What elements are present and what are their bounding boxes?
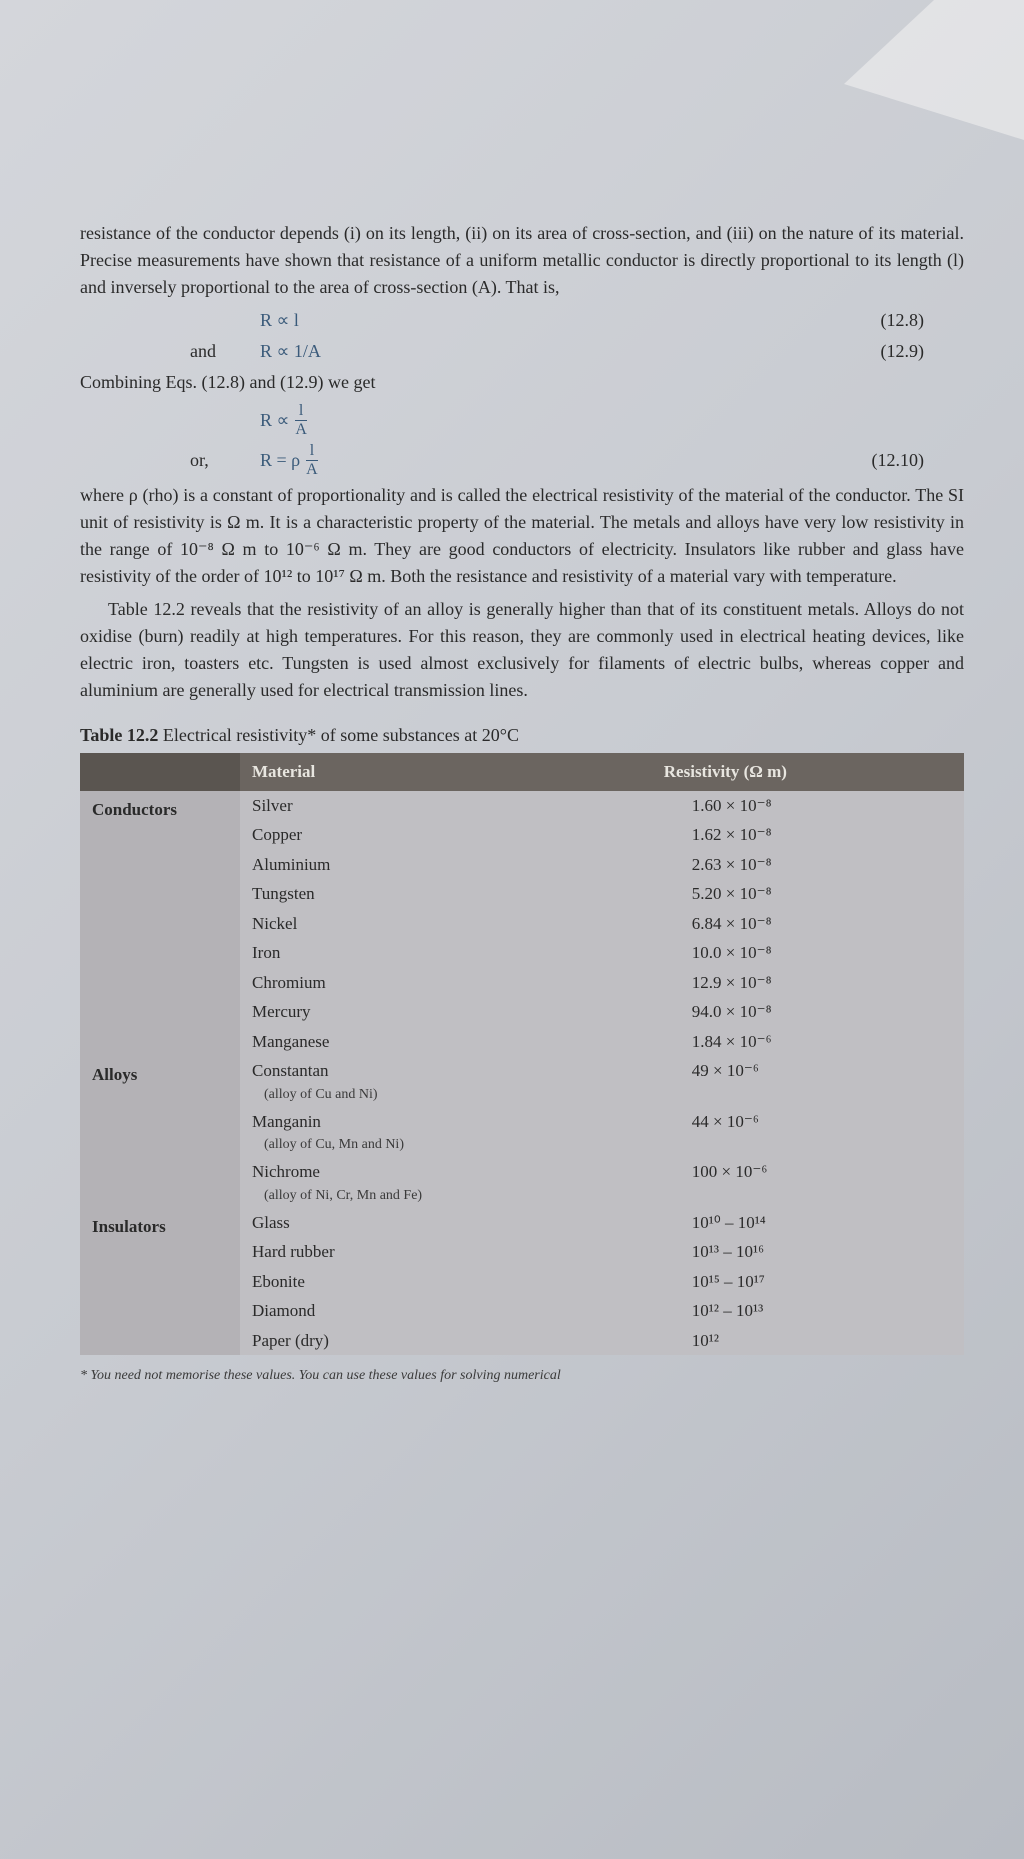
- fraction: l A: [302, 442, 322, 478]
- equation-proportional: R ∝ l A: [190, 402, 964, 438]
- paragraph-3: Table 12.2 reveals that the resistivity …: [80, 596, 964, 704]
- material-cell: Iron: [240, 938, 652, 968]
- material-cell: Manganese: [240, 1027, 652, 1057]
- material-cell: Constantan(alloy of Cu and Ni): [240, 1056, 652, 1107]
- fraction: l A: [291, 402, 311, 438]
- equation-12-9: and R ∝ 1/A (12.9): [190, 338, 964, 365]
- resistivity-value: 6.84 × 10⁻⁸: [652, 909, 964, 939]
- material-cell: Glass: [240, 1208, 652, 1238]
- material-cell: Diamond: [240, 1296, 652, 1326]
- resistivity-value: 100 × 10⁻⁶: [652, 1157, 964, 1208]
- col-material: Material: [240, 753, 652, 791]
- equation-12-10: or, R = ρ l A (12.10): [190, 442, 964, 478]
- eq-expr: R ∝ 1/A: [260, 338, 321, 365]
- material-cell: Paper (dry): [240, 1326, 652, 1356]
- resistivity-value: 10¹³ – 10¹⁶: [652, 1237, 964, 1267]
- material-note: (alloy of Cu, Mn and Ni): [252, 1134, 640, 1155]
- table-row: InsulatorsGlass10¹⁰ – 10¹⁴: [80, 1208, 964, 1238]
- combine-text: Combining Eqs. (12.8) and (12.9) we get: [80, 369, 964, 396]
- textbook-page: resistance of the conductor depends (i) …: [0, 0, 1024, 1859]
- eq-number: (12.10): [872, 447, 965, 474]
- resistivity-value: 12.9 × 10⁻⁸: [652, 968, 964, 998]
- resistivity-value: 2.63 × 10⁻⁸: [652, 850, 964, 880]
- eq-and-label: and: [190, 338, 260, 365]
- equation-12-8: R ∝ l (12.8): [190, 307, 964, 334]
- eq-lhs: R = ρ: [260, 447, 300, 474]
- category-cell: Alloys: [80, 1056, 240, 1208]
- resistivity-value: 1.62 × 10⁻⁸: [652, 820, 964, 850]
- eq-number: (12.8): [881, 307, 965, 334]
- resistivity-value: 5.20 × 10⁻⁸: [652, 879, 964, 909]
- table-caption: Table 12.2 Electrical resistivity* of so…: [80, 722, 964, 749]
- resistivity-value: 10¹⁰ – 10¹⁴: [652, 1208, 964, 1238]
- table-row: ConductorsSilver1.60 × 10⁻⁸: [80, 791, 964, 821]
- material-cell: Nickel: [240, 909, 652, 939]
- material-cell: Hard rubber: [240, 1237, 652, 1267]
- material-cell: Silver: [240, 791, 652, 821]
- material-cell: Tungsten: [240, 879, 652, 909]
- table-row: AlloysConstantan(alloy of Cu and Ni)49 ×…: [80, 1056, 964, 1107]
- paragraph-2: where ρ (rho) is a constant of proportio…: [80, 482, 964, 590]
- category-cell: Conductors: [80, 791, 240, 1057]
- material-cell: Manganin(alloy of Cu, Mn and Ni): [240, 1107, 652, 1158]
- resistivity-value: 1.60 × 10⁻⁸: [652, 791, 964, 821]
- material-cell: Chromium: [240, 968, 652, 998]
- table-footnote: * You need not memorise these values. Yo…: [80, 1365, 964, 1386]
- material-cell: Aluminium: [240, 850, 652, 880]
- eq-lhs: R ∝: [260, 407, 289, 434]
- eq-or-label: or,: [190, 447, 260, 474]
- resistivity-value: 10¹² – 10¹³: [652, 1296, 964, 1326]
- resistivity-value: 10¹²: [652, 1326, 964, 1356]
- paragraph-1: resistance of the conductor depends (i) …: [80, 220, 964, 301]
- eq-number: (12.9): [881, 338, 965, 365]
- table-number: Table 12.2: [80, 725, 158, 745]
- resistivity-value: 10¹⁵ – 10¹⁷: [652, 1267, 964, 1297]
- table-caption-text: Electrical resistivity* of some substanc…: [158, 725, 519, 745]
- material-cell: Ebonite: [240, 1267, 652, 1297]
- col-resistivity: Resistivity (Ω m): [652, 753, 964, 791]
- material-cell: Nichrome(alloy of Ni, Cr, Mn and Fe): [240, 1157, 652, 1208]
- resistivity-value: 1.84 × 10⁻⁶: [652, 1027, 964, 1057]
- category-cell: Insulators: [80, 1208, 240, 1356]
- resistivity-value: 94.0 × 10⁻⁸: [652, 997, 964, 1027]
- material-note: (alloy of Ni, Cr, Mn and Fe): [252, 1185, 640, 1206]
- material-cell: Copper: [240, 820, 652, 850]
- eq-expr: R ∝ l: [260, 307, 299, 334]
- resistivity-value: 44 × 10⁻⁶: [652, 1107, 964, 1158]
- col-category: [80, 753, 240, 791]
- material-note: (alloy of Cu and Ni): [252, 1084, 640, 1105]
- material-cell: Mercury: [240, 997, 652, 1027]
- resistivity-value: 49 × 10⁻⁶: [652, 1056, 964, 1107]
- resistivity-table: Material Resistivity (Ω m) ConductorsSil…: [80, 753, 964, 1355]
- resistivity-value: 10.0 × 10⁻⁸: [652, 938, 964, 968]
